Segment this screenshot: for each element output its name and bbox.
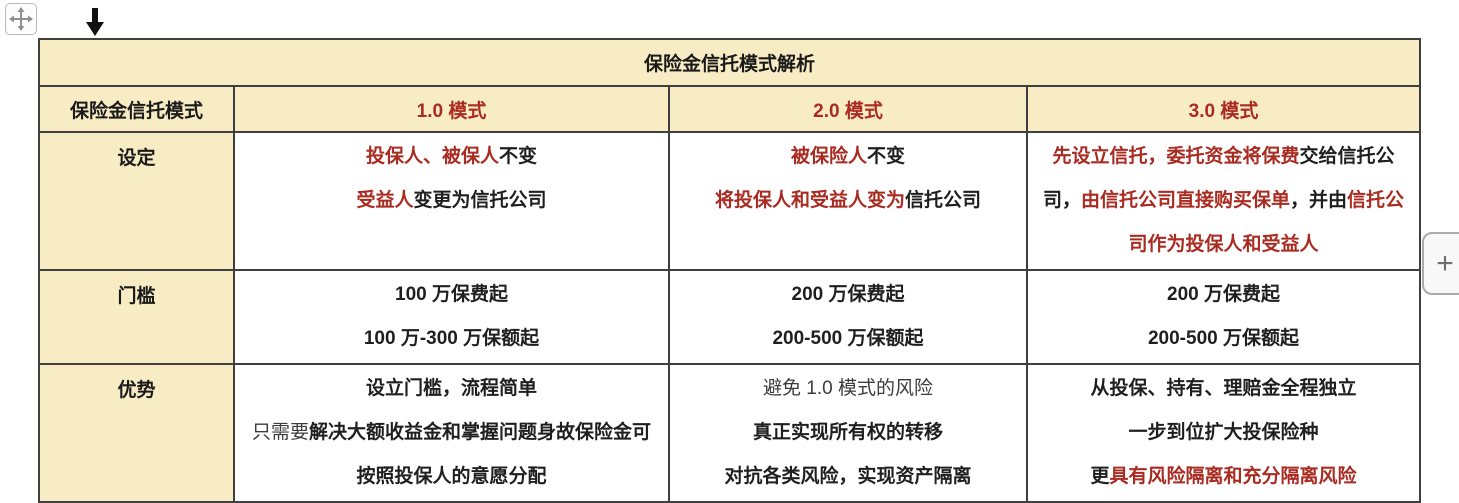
table-cell: 投保人、被保人不变 受益人变更为信托公司 <box>235 133 670 269</box>
table-cell: 先设立信托，委托资金将保费交给信托公司，由信托公司直接购买保单，并由信托公司作为… <box>1028 133 1419 269</box>
text-segment: 将投保人和受益人变为 <box>714 190 905 211</box>
table-cell: 200 万保费起 200-500 万保额起 <box>670 271 1028 363</box>
table-body: 设定 投保人、被保人不变 受益人变更为信托公司 被保险人不变 将投保人和受益人变为信托公… <box>40 133 1419 501</box>
text-segment: 由信托公司直接购买保单 <box>1080 190 1290 211</box>
row-label-cell: 门槛 <box>40 271 235 363</box>
text-segment: 具有风险隔离和充分隔离风险 <box>1109 466 1357 487</box>
text-segment: 解决大额收益金和掌握问题身故保险金可按照投保人的意愿分配 <box>309 422 652 487</box>
text-segment: 设立门槛，流程简单 <box>365 378 537 399</box>
cell-line: 200-500 万保额起 <box>680 317 1016 361</box>
text-segment: 一步到位扩大投保险种 <box>1128 422 1319 443</box>
plus-icon: + <box>1436 246 1454 280</box>
header-col-2-0: 2.0 模式 <box>670 87 1028 131</box>
cell-line: 100 万-300 万保额起 <box>245 317 658 361</box>
text-segment: 100 万保费起 <box>395 284 508 305</box>
text-segment: 被保险人 <box>790 146 867 167</box>
cell-line: 投保人、被保人不变 <box>245 135 658 179</box>
table-header-row: 保险金信托模式 1.0 模式 2.0 模式 3.0 模式 <box>40 87 1419 133</box>
add-button[interactable]: + <box>1422 232 1459 295</box>
cell-line: 从投保、持有、理赔金全程独立 <box>1038 367 1409 411</box>
table-cell: 200 万保费起 200-500 万保额起 <box>1028 271 1419 363</box>
table-cell: 被保险人不变 将投保人和受益人变为信托公司 <box>670 133 1028 269</box>
text-segment: 只需要 <box>251 422 309 443</box>
insurance-trust-table: 保险金信托模式解析 保险金信托模式 1.0 模式 2.0 模式 3.0 模式 设… <box>38 38 1421 503</box>
table-row: 门槛 100 万保费起 100 万-300 万保额起 200 万保费起 200-500 … <box>40 271 1419 365</box>
table-row: 优势 设立门槛，流程简单 只需要解决大额收益金和掌握问题身故保险金可按照投保人的意愿… <box>40 365 1419 501</box>
cell-line: 受益人变更为信托公司 <box>245 179 658 223</box>
text-segment: 200 万保费起 <box>791 284 905 305</box>
cell-line: 设立门槛，流程简单 <box>245 367 658 411</box>
text-segment: 信托公司 <box>905 190 982 211</box>
cell-line: 真正实现所有权的转移 <box>680 411 1016 455</box>
text-segment: 真正实现所有权的转移 <box>752 422 943 443</box>
down-arrow-icon <box>86 8 104 38</box>
header-col-1-0: 1.0 模式 <box>235 87 670 131</box>
cell-line: 一步到位扩大投保险种 <box>1038 411 1409 455</box>
text-segment: 信托公司作为投保人和受益人 <box>1128 190 1405 255</box>
cell-line: 避免 1.0 模式的风险 <box>680 367 1016 411</box>
cell-line: 对抗各类风险，实现资产隔离 <box>680 455 1016 499</box>
text-segment: ，并由 <box>1290 190 1348 211</box>
table-cell: 设立门槛，流程简单只需要解决大额收益金和掌握问题身故保险金可按照投保人的意愿分配 <box>235 365 670 501</box>
header-col-3-0: 3.0 模式 <box>1028 87 1419 131</box>
cell-line: 200 万保费起 <box>1038 273 1409 317</box>
row-label-cell: 设定 <box>40 133 235 269</box>
cell-line: 被保险人不变 <box>680 135 1016 179</box>
text-segment: 200-500 万保额起 <box>1147 328 1299 349</box>
header-row-label: 保险金信托模式 <box>40 87 235 131</box>
cell-line: 200-500 万保额起 <box>1038 317 1409 361</box>
text-segment: 先设立信托，委托资金将保费 <box>1052 146 1300 167</box>
move-icon <box>9 7 33 31</box>
text-segment: 200-500 万保额起 <box>772 328 924 349</box>
table-cell: 100 万保费起 100 万-300 万保额起 <box>235 271 670 363</box>
cell-line: 200 万保费起 <box>680 273 1016 317</box>
text-segment: 变更为信托公司 <box>413 190 547 211</box>
text-segment: 受益人 <box>356 190 414 211</box>
row-label-cell: 优势 <box>40 365 235 501</box>
cell-line: 更具有风险隔离和充分隔离风险 <box>1038 455 1409 499</box>
table-title: 保险金信托模式解析 <box>40 40 1419 87</box>
cell-line: 100 万保费起 <box>245 273 658 317</box>
cell-line: 只需要解决大额收益金和掌握问题身故保险金可按照投保人的意愿分配 <box>245 411 658 499</box>
cell-line: 将投保人和受益人变为信托公司 <box>680 179 1016 223</box>
text-segment: 对抗各类风险，实现资产隔离 <box>724 466 972 487</box>
text-segment: 100 万-300 万保额起 <box>363 328 540 349</box>
table-cell: 避免 1.0 模式的风险 真正实现所有权的转移对抗各类风险，实现资产隔离 <box>670 365 1028 501</box>
text-segment: 从投保、持有、理赔金全程独立 <box>1090 378 1357 399</box>
move-button[interactable] <box>5 3 37 35</box>
text-segment: 更 <box>1090 466 1110 487</box>
cell-line: 先设立信托，委托资金将保费交给信托公司，由信托公司直接购买保单，并由信托公司作为… <box>1038 135 1409 267</box>
text-segment: 200 万保费起 <box>1167 284 1280 305</box>
text-segment: 交给信托公司， <box>1042 146 1395 211</box>
text-segment: 避免 1.0 模式的风险 <box>763 378 933 399</box>
text-segment: 不变 <box>499 146 538 167</box>
text-segment: 投保人、被保人 <box>365 146 499 167</box>
table-cell: 从投保、持有、理赔金全程独立 一步到位扩大投保险种更具有风险隔离和充分隔离风险 <box>1028 365 1419 501</box>
text-segment: 不变 <box>867 146 906 167</box>
table-row: 设定 投保人、被保人不变 受益人变更为信托公司 被保险人不变 将投保人和受益人变为信托公… <box>40 133 1419 271</box>
